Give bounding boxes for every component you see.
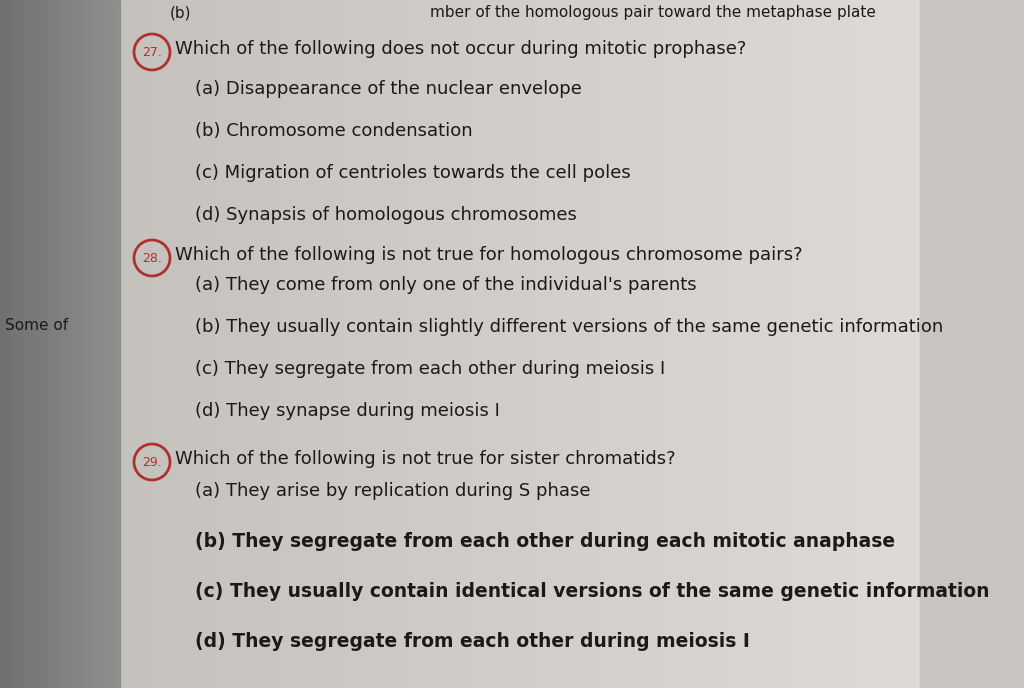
Text: 28.: 28. <box>142 252 162 264</box>
Text: (b) Chromosome condensation: (b) Chromosome condensation <box>195 122 473 140</box>
Text: (a) They come from only one of the individual's parents: (a) They come from only one of the indiv… <box>195 276 696 294</box>
Text: (a) They arise by replication during S phase: (a) They arise by replication during S p… <box>195 482 591 500</box>
Text: (b) They segregate from each other during each mitotic anaphase: (b) They segregate from each other durin… <box>195 532 895 551</box>
Text: (c) Migration of centrioles towards the cell poles: (c) Migration of centrioles towards the … <box>195 164 631 182</box>
Text: (c) They usually contain identical versions of the same genetic information: (c) They usually contain identical versi… <box>195 582 989 601</box>
Text: (d) Synapsis of homologous chromosomes: (d) Synapsis of homologous chromosomes <box>195 206 577 224</box>
Text: Which of the following is not true for homologous chromosome pairs?: Which of the following is not true for h… <box>175 246 803 264</box>
Text: 27.: 27. <box>142 45 162 58</box>
Text: (b): (b) <box>170 5 191 20</box>
Text: 29.: 29. <box>142 455 162 469</box>
Text: (b) They usually contain slightly different versions of the same genetic informa: (b) They usually contain slightly differ… <box>195 318 943 336</box>
Text: Which of the following does not occur during mitotic prophase?: Which of the following does not occur du… <box>175 40 746 58</box>
Text: (d) They synapse during meiosis I: (d) They synapse during meiosis I <box>195 402 500 420</box>
Text: Some of: Some of <box>5 318 69 333</box>
Text: (a) Disappearance of the nuclear envelope: (a) Disappearance of the nuclear envelop… <box>195 80 582 98</box>
Text: (d) They segregate from each other during meiosis I: (d) They segregate from each other durin… <box>195 632 750 651</box>
Text: (c) They segregate from each other during meiosis I: (c) They segregate from each other durin… <box>195 360 666 378</box>
Text: mber of the homologous pair toward the metaphase plate: mber of the homologous pair toward the m… <box>430 5 876 20</box>
Text: Which of the following is not true for sister chromatids?: Which of the following is not true for s… <box>175 450 676 468</box>
Polygon shape <box>0 0 120 688</box>
Bar <box>920 0 1024 688</box>
